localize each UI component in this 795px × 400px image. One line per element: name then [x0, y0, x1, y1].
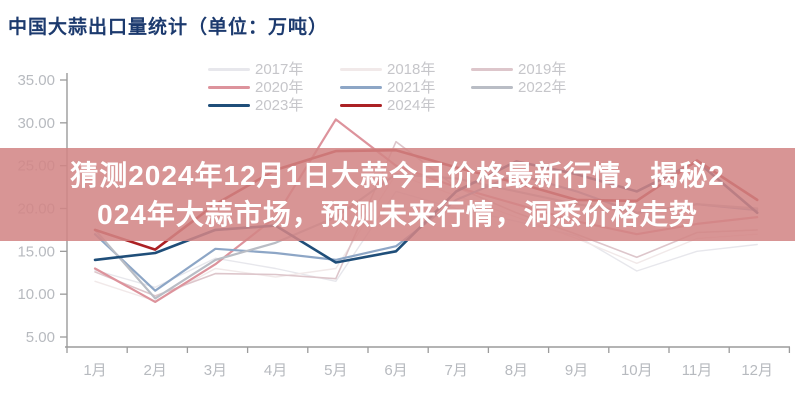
legend-item-2024年: 2024年	[340, 97, 471, 114]
legend-swatch	[208, 68, 250, 71]
y-tick-label: 5.00	[26, 329, 55, 346]
legend-label: 2017年	[255, 61, 304, 78]
legend-label: 2020年	[255, 79, 304, 96]
legend-label: 2019年	[518, 61, 567, 78]
legend-swatch	[340, 68, 382, 71]
x-tick-label: 8月	[505, 362, 528, 379]
y-tick-label: 30.00	[17, 115, 55, 132]
y-tick-label: 35.00	[17, 72, 55, 89]
legend-swatch	[340, 104, 382, 107]
legend-item-2017年: 2017年	[208, 61, 340, 78]
legend-item-2018年: 2018年	[340, 61, 471, 78]
x-tick-label: 4月	[264, 362, 287, 379]
x-tick-label: 10月	[621, 362, 653, 379]
chart-title: 中国大蒜出口量统计（单位：万吨）	[8, 17, 329, 38]
x-tick-label: 12月	[741, 362, 773, 379]
x-tick-label: 5月	[324, 362, 347, 379]
x-tick-label: 3月	[204, 362, 227, 379]
x-tick-label: 7月	[445, 362, 468, 379]
legend-label: 2024年	[387, 97, 436, 114]
x-tick-label: 9月	[565, 362, 588, 379]
x-tick-label: 1月	[83, 362, 106, 379]
legend-item-2020年: 2020年	[208, 79, 340, 96]
x-tick-label: 6月	[384, 362, 407, 379]
legend-swatch	[208, 104, 250, 107]
legend-item-2021年: 2021年	[340, 79, 471, 96]
x-tick-label: 2月	[144, 362, 167, 379]
legend-swatch	[471, 68, 513, 71]
y-tick-label: 15.00	[17, 243, 55, 260]
legend-label: 2021年	[387, 79, 436, 96]
legend-item-2022年: 2022年	[471, 79, 602, 96]
banner-text-line2: 024年大蒜市场，预测未来行情，洞悉价格走势	[97, 198, 698, 230]
y-tick-label: 10.00	[17, 286, 55, 303]
legend-swatch	[471, 86, 513, 89]
legend-label: 2018年	[387, 61, 436, 78]
x-tick-label: 11月	[682, 362, 713, 379]
legend-swatch	[340, 86, 382, 89]
banner-text-line1: 猜测2024年12月1日大蒜今日价格最新行情，揭秘2	[70, 159, 725, 191]
promo-banner-overlay: 猜测2024年12月1日大蒜今日价格最新行情，揭秘2 024年大蒜市场，预测未来…	[0, 148, 795, 241]
legend-label: 2022年	[518, 79, 567, 96]
legend-label: 2023年	[255, 97, 304, 114]
legend-item-2023年: 2023年	[208, 97, 340, 114]
legend-swatch	[208, 86, 250, 89]
legend-item-2019年: 2019年	[471, 61, 602, 78]
chart-legend: 2017年 2018年 2019年 2020年 2021年 2022年 2023年 2024年	[208, 61, 602, 114]
